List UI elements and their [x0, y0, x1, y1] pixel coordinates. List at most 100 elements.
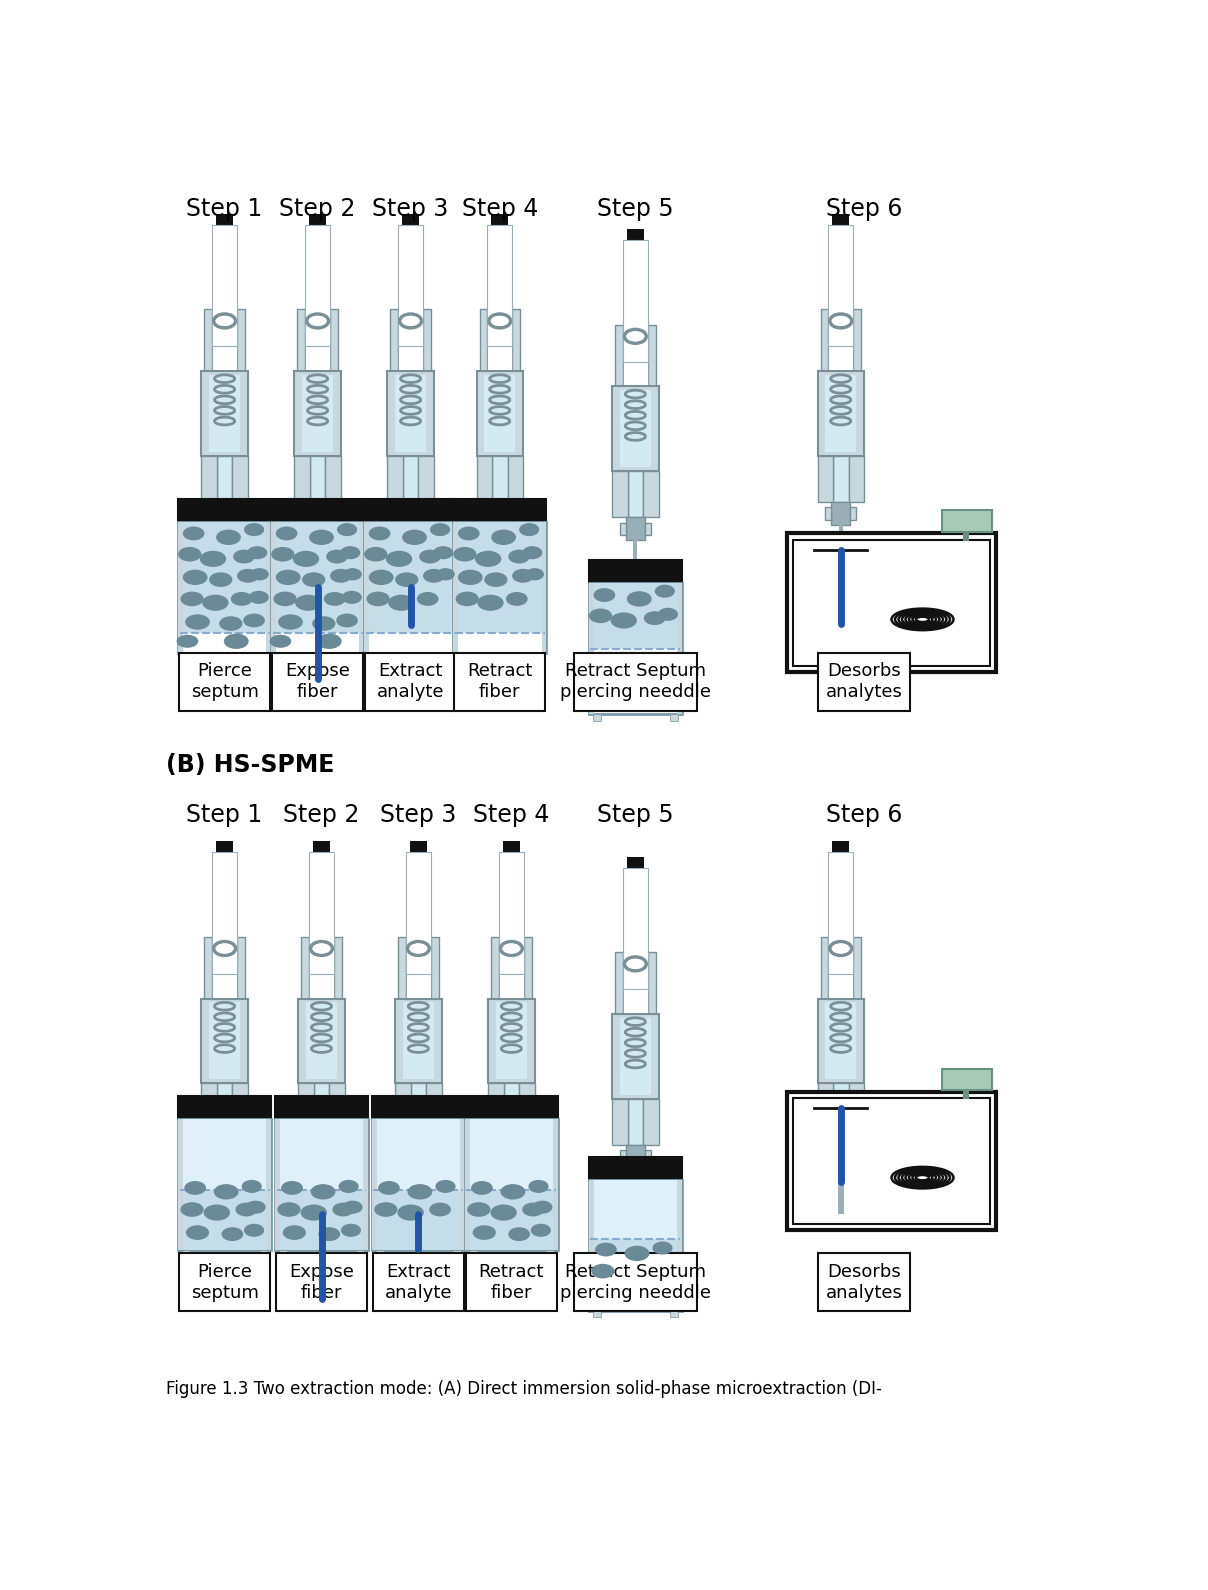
- Bar: [670, 714, 678, 720]
- Bar: [623, 240, 647, 363]
- Text: Step 1: Step 1: [186, 197, 263, 221]
- Bar: [271, 499, 364, 522]
- Ellipse shape: [313, 943, 331, 954]
- Bar: [353, 653, 360, 658]
- Bar: [390, 310, 399, 370]
- Bar: [182, 653, 190, 658]
- Bar: [295, 370, 341, 456]
- Bar: [588, 560, 681, 584]
- Ellipse shape: [434, 545, 453, 560]
- Bar: [178, 1119, 271, 1250]
- Ellipse shape: [467, 1202, 490, 1216]
- Bar: [301, 937, 309, 999]
- Bar: [834, 456, 848, 502]
- Bar: [941, 510, 992, 533]
- Ellipse shape: [269, 634, 291, 647]
- Bar: [850, 1135, 856, 1146]
- Bar: [593, 714, 600, 720]
- Bar: [678, 584, 681, 714]
- Ellipse shape: [522, 1202, 544, 1216]
- Bar: [312, 1129, 331, 1153]
- Bar: [615, 952, 623, 1014]
- Ellipse shape: [271, 547, 295, 561]
- Bar: [302, 375, 333, 452]
- Ellipse shape: [214, 1185, 238, 1199]
- Bar: [426, 1083, 442, 1129]
- Bar: [202, 370, 248, 456]
- Ellipse shape: [423, 569, 445, 582]
- Ellipse shape: [533, 1200, 552, 1213]
- Bar: [487, 224, 512, 347]
- Ellipse shape: [477, 595, 504, 611]
- Ellipse shape: [591, 1264, 615, 1278]
- Bar: [519, 1083, 535, 1129]
- Ellipse shape: [490, 316, 509, 326]
- Bar: [546, 1250, 554, 1256]
- Bar: [213, 224, 237, 347]
- Text: Expose
fiber: Expose fiber: [289, 1262, 354, 1302]
- Ellipse shape: [301, 1205, 327, 1221]
- Ellipse shape: [182, 526, 204, 541]
- Bar: [260, 1250, 267, 1256]
- Ellipse shape: [216, 943, 233, 954]
- Bar: [330, 310, 338, 370]
- Bar: [431, 937, 439, 999]
- Ellipse shape: [337, 523, 358, 536]
- Bar: [399, 937, 406, 999]
- Bar: [623, 868, 647, 989]
- Bar: [837, 852, 844, 952]
- Bar: [487, 310, 512, 370]
- Bar: [484, 375, 516, 452]
- Text: Step 2: Step 2: [279, 197, 356, 221]
- Bar: [834, 1083, 848, 1129]
- Bar: [178, 522, 271, 653]
- Bar: [588, 1180, 593, 1312]
- Ellipse shape: [250, 568, 269, 580]
- Ellipse shape: [832, 943, 849, 954]
- Ellipse shape: [364, 547, 388, 561]
- Ellipse shape: [316, 633, 342, 649]
- Bar: [643, 471, 658, 517]
- Ellipse shape: [295, 595, 321, 611]
- Bar: [465, 1253, 557, 1312]
- Bar: [620, 390, 651, 467]
- Bar: [612, 471, 628, 517]
- Bar: [460, 1119, 465, 1250]
- Bar: [480, 310, 487, 370]
- Bar: [275, 1096, 368, 1119]
- Ellipse shape: [522, 545, 542, 560]
- Bar: [408, 525, 413, 587]
- Ellipse shape: [453, 547, 476, 561]
- Bar: [182, 522, 267, 633]
- Ellipse shape: [309, 529, 333, 545]
- Ellipse shape: [484, 572, 507, 587]
- Bar: [333, 937, 342, 999]
- Bar: [217, 456, 232, 502]
- Bar: [838, 525, 843, 587]
- Ellipse shape: [245, 1200, 266, 1213]
- Ellipse shape: [185, 614, 210, 630]
- Bar: [832, 841, 849, 852]
- Bar: [820, 937, 829, 999]
- Bar: [670, 1312, 678, 1317]
- Ellipse shape: [528, 1180, 548, 1192]
- Bar: [831, 1129, 850, 1153]
- Bar: [818, 456, 834, 502]
- Bar: [535, 653, 542, 658]
- Bar: [330, 1083, 344, 1129]
- Bar: [521, 1135, 527, 1146]
- Bar: [309, 937, 333, 999]
- Ellipse shape: [223, 633, 249, 649]
- Bar: [503, 841, 519, 852]
- Bar: [850, 507, 856, 520]
- Bar: [215, 1129, 234, 1153]
- Ellipse shape: [397, 1205, 424, 1221]
- Bar: [319, 852, 325, 952]
- Bar: [476, 456, 492, 502]
- Bar: [360, 522, 364, 653]
- Bar: [215, 502, 234, 525]
- Bar: [356, 1250, 364, 1256]
- Ellipse shape: [236, 1202, 257, 1216]
- Ellipse shape: [199, 550, 226, 568]
- Ellipse shape: [302, 572, 325, 587]
